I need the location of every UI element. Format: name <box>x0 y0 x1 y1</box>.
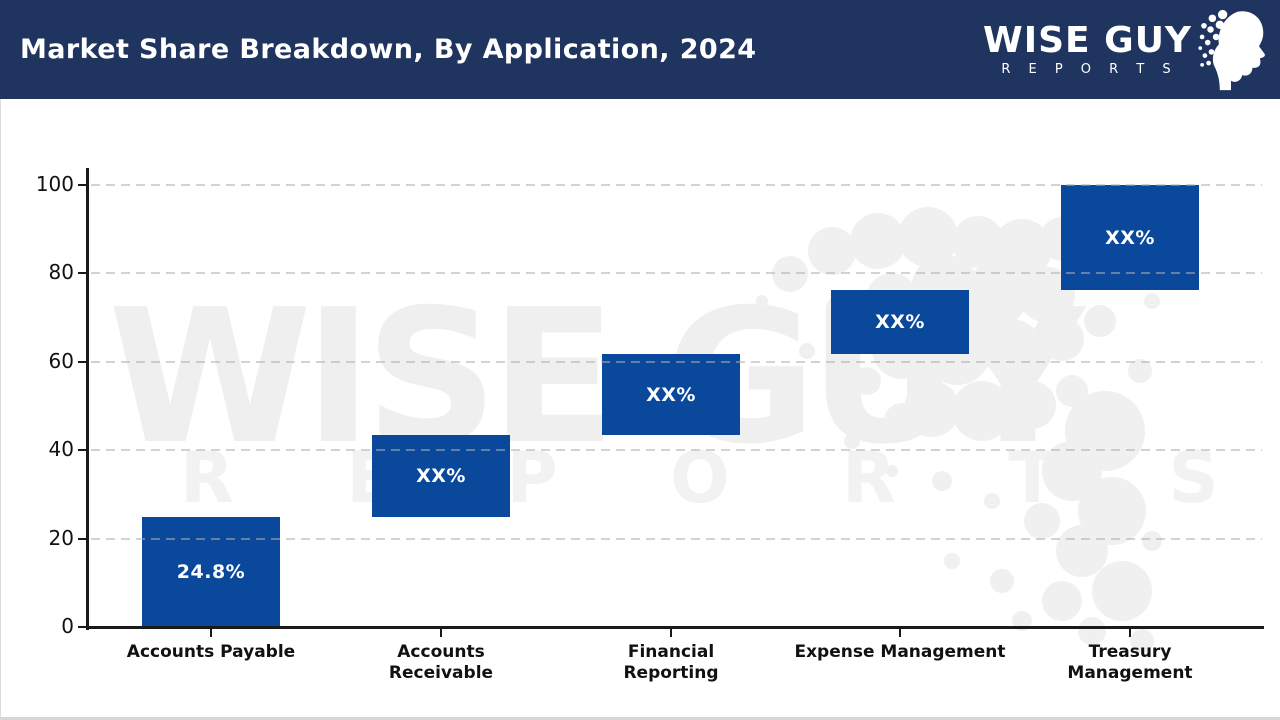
x-label-financial-reporting: Financial Reporting <box>623 642 719 683</box>
gridline-20 <box>91 537 1262 540</box>
gridline-80 <box>91 272 1262 275</box>
y-tick-100 <box>78 184 88 186</box>
bar-value-label: XX% <box>875 311 925 334</box>
y-tick-60 <box>78 360 88 363</box>
logo-wordmark: WISE GUY <box>982 20 1192 61</box>
chart-area: WISE GUY R E P O R T S 0 <box>0 99 1280 717</box>
wiseguy-logo: WISE GUY R E P O R T S <box>983 8 1268 92</box>
bar-accounts-payable: 24.8% <box>142 517 280 627</box>
gridline-60 <box>91 360 1262 363</box>
y-tick-label-40: 40 <box>48 437 74 462</box>
x-label-accounts-payable: Accounts Payable <box>126 642 296 662</box>
page-title: Market Share Breakdown, By Application, … <box>20 34 757 65</box>
y-tick-80 <box>78 272 88 275</box>
logo-text: WISE GUY R E P O R T S <box>983 22 1192 78</box>
bottom-edge-line <box>0 717 1280 720</box>
x-tick-expense-management <box>899 629 901 637</box>
x-label-treasury-management: Treasury Management <box>1067 642 1193 683</box>
y-tick-label-20: 20 <box>48 525 74 550</box>
x-label-expense-management: Expense Management <box>794 642 1006 662</box>
gridline-40 <box>91 449 1262 452</box>
y-tick-20 <box>78 537 88 540</box>
y-tick-0 <box>78 626 88 628</box>
y-tick-40 <box>78 449 88 452</box>
bar-value-label: XX% <box>416 465 466 488</box>
bar-value-label: 24.8% <box>176 561 246 584</box>
bar-financial-reporting: XX% <box>602 354 740 436</box>
x-axis-line <box>86 626 1264 629</box>
x-tick-treasury-management <box>1129 629 1131 637</box>
gridline-100 <box>91 184 1262 186</box>
left-edge-line <box>0 99 1 720</box>
y-tick-label-60: 60 <box>48 348 74 373</box>
x-tick-financial-reporting <box>670 629 672 637</box>
bar-expense-management: XX% <box>831 290 969 355</box>
wiseguy-head-icon <box>1198 9 1265 91</box>
bar-treasury-management: XX% <box>1061 185 1199 291</box>
x-label-accounts-receivable: Accounts Receivable <box>388 642 494 683</box>
y-tick-label-0: 0 <box>61 614 74 638</box>
bar-value-label: XX% <box>646 383 696 406</box>
bar-accounts-receivable: XX% <box>372 435 510 518</box>
y-axis-line <box>86 168 89 630</box>
y-tick-label-80: 80 <box>48 260 74 285</box>
x-tick-accounts-receivable <box>440 629 442 637</box>
x-tick-accounts-payable <box>210 629 212 637</box>
header-bar: Market Share Breakdown, By Application, … <box>0 0 1280 99</box>
y-tick-label-100: 100 <box>35 172 74 196</box>
logo-subtitle: R E P O R T S <box>1001 62 1178 77</box>
bar-value-label: XX% <box>1105 226 1155 249</box>
